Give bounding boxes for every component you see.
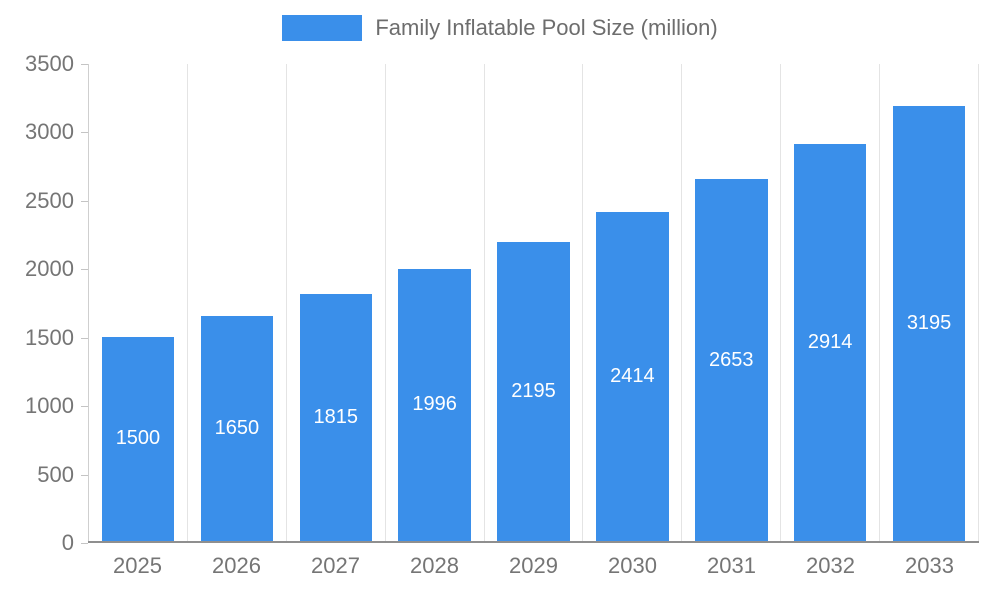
bar-2027[interactable]: 1815 <box>299 293 372 541</box>
bar-value-label: 2653 <box>709 348 754 371</box>
y-axis-tick <box>81 475 88 476</box>
bar-value-label: 1650 <box>214 417 260 440</box>
bar-2032[interactable]: 2914 <box>793 143 867 541</box>
bar-value-label: 1996 <box>412 393 457 416</box>
y-axis-tick <box>81 338 88 339</box>
x-axis-label: 2027 <box>311 553 360 578</box>
legend-swatch-icon <box>282 15 363 41</box>
plot-column: 2914 <box>780 64 879 541</box>
bar-2031[interactable]: 2653 <box>695 179 768 541</box>
y-axis-tick <box>81 201 88 202</box>
y-axis-label: 500 <box>37 461 74 487</box>
plot-column: 2195 <box>483 64 583 541</box>
bar-2028[interactable]: 1996 <box>398 268 471 541</box>
bar-value-label: 3195 <box>906 311 952 334</box>
x-axis-label: 2031 <box>707 553 756 578</box>
bar-value-label: 1815 <box>313 405 358 428</box>
y-axis-tick <box>81 132 88 133</box>
x-axis-label: 2026 <box>212 553 261 578</box>
plot-column: 2414 <box>582 64 681 541</box>
legend[interactable]: Family Inflatable Pool Size (million) <box>0 15 1000 41</box>
y-axis-tick <box>81 406 88 407</box>
bar-2030[interactable]: 2414 <box>596 212 669 541</box>
plot-area: 1500 1650 1815 1996 2195 2414 2653 2914 3195 <box>88 64 980 543</box>
bar-2026[interactable]: 1650 <box>200 316 274 541</box>
x-axis-label: 2028 <box>410 553 459 578</box>
bar-value-label: 2195 <box>511 379 556 402</box>
y-axis-label: 3000 <box>25 119 74 145</box>
bar-value-label: 1500 <box>115 427 161 450</box>
y-axis-label: 2500 <box>25 187 74 213</box>
plot-column: 1815 <box>285 64 385 541</box>
y-axis-tick <box>81 64 88 65</box>
y-axis-tick <box>81 543 88 544</box>
chart-title: Family Inflatable Pool Size (million) <box>375 15 718 40</box>
x-axis: 2025 2026 2027 2028 2029 2030 2031 2032 2033 <box>88 553 979 579</box>
x-axis-label: 2029 <box>509 553 558 578</box>
x-axis-label: 2032 <box>806 553 855 578</box>
y-axis-tick <box>81 269 88 270</box>
y-axis-label: 3500 <box>25 51 74 76</box>
y-axis-label: 1500 <box>25 324 74 350</box>
plot-column: 1500 <box>88 64 187 541</box>
plot-column: 3195 <box>879 64 980 541</box>
bar-2025[interactable]: 1500 <box>101 336 175 541</box>
y-axis-label: 2000 <box>25 256 74 282</box>
x-axis-label: 2033 <box>905 553 954 578</box>
plot-column: 1650 <box>186 64 286 541</box>
plot-column: 2653 <box>681 64 780 541</box>
bar-2033[interactable]: 3195 <box>892 105 966 541</box>
x-axis-label: 2030 <box>608 553 657 578</box>
plot-column: 1996 <box>384 64 484 541</box>
x-axis-label: 2025 <box>113 553 162 578</box>
y-axis-label: 0 <box>61 530 74 555</box>
bar-2029[interactable]: 2195 <box>497 241 570 541</box>
bar-value-label: 2914 <box>807 330 853 353</box>
bar-value-label: 2414 <box>610 365 655 387</box>
y-axis-label: 1000 <box>25 393 74 419</box>
